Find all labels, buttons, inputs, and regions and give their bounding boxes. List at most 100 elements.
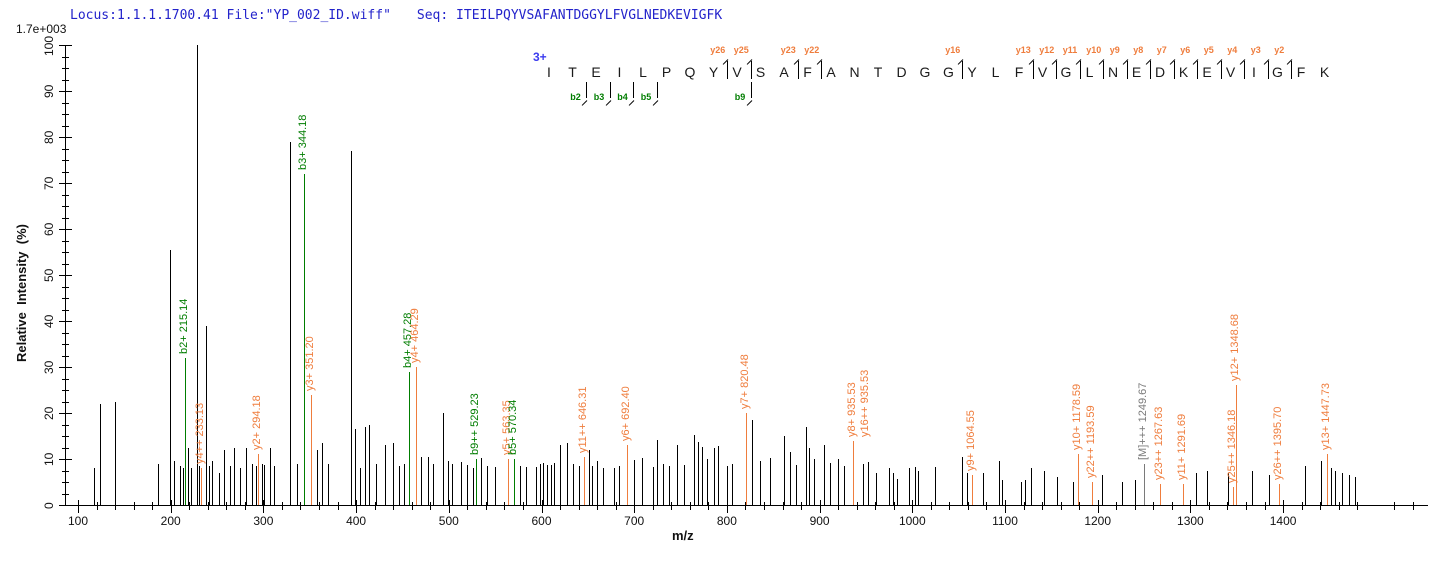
peak: [355, 429, 357, 505]
y-ion-label: y3: [1250, 45, 1261, 55]
peak: [662, 464, 664, 505]
peak: [843, 465, 845, 505]
precursor-charge-label: 3+: [533, 50, 547, 64]
header-line: Locus:1.1.1.1700.41 File:"YP_002_ID.wiff…: [70, 8, 722, 23]
y-cleavage-marker: [1244, 61, 1246, 79]
y-cleavage-marker: [821, 61, 823, 79]
peak: [230, 465, 232, 505]
y-minor-tick: [62, 252, 69, 253]
sequence-text: Seq: ITEILPQYVSAFANTDGGYLFVGLNEDKEVIGFK: [416, 8, 723, 23]
peak: [676, 445, 678, 505]
y-cleavage-marker: [1267, 61, 1269, 79]
peak: [420, 456, 422, 505]
x-minor-tick: [485, 502, 487, 510]
x-minor-tick: [522, 502, 524, 510]
residue: V: [1225, 64, 1236, 80]
y-ion-label: y25: [733, 45, 749, 55]
x-minor-tick: [689, 502, 691, 510]
peak: [93, 468, 95, 505]
peak: [157, 463, 159, 505]
peak: [495, 467, 497, 505]
x-tick-label: 300: [253, 514, 274, 528]
peak-label: b5+ 570.34: [507, 399, 519, 455]
peak: [1335, 470, 1336, 505]
x-minor-tick: [671, 502, 673, 510]
y-cleavage-marker: [1079, 61, 1081, 79]
residue: P: [661, 64, 672, 80]
residue: V: [732, 64, 742, 80]
y-cleavage-marker: [1291, 61, 1293, 79]
y-ion-label: y12: [1039, 45, 1055, 55]
peak-label: y4+ 464.29: [408, 308, 421, 363]
residue: E: [1202, 64, 1212, 80]
peak: [481, 457, 483, 505]
peak: [567, 442, 569, 505]
residue: F: [1014, 64, 1024, 80]
peak-label: b2+ 215.14: [177, 298, 190, 354]
y-major-tick: [59, 183, 72, 184]
peak: [1321, 461, 1323, 505]
peak: [1342, 472, 1344, 505]
y-ion-label: y6: [1180, 45, 1191, 55]
peak: [252, 463, 254, 505]
x-major-tick: [263, 500, 265, 513]
peak: [809, 447, 811, 505]
peak: [205, 325, 207, 505]
x-axis-line: [65, 505, 1428, 506]
x-minor-tick: [467, 502, 469, 510]
y-major-tick: [59, 505, 72, 506]
y-axis-title: Relative Intensity (%): [14, 224, 29, 362]
residue: V: [1037, 64, 1048, 80]
peak: [1043, 470, 1045, 505]
x-minor-tick: [152, 502, 154, 510]
x-minor-tick: [875, 502, 877, 510]
x-minor-tick: [1060, 502, 1062, 510]
x-tick-label: 200: [160, 514, 181, 528]
annotated-peak: [514, 459, 515, 505]
b-cleavage-marker: [633, 82, 635, 98]
y-minor-tick: [62, 447, 69, 449]
peak: [867, 462, 869, 505]
y-tick-label: 10: [42, 452, 56, 467]
peak: [218, 472, 220, 505]
x-major-tick: [541, 500, 543, 513]
peak: [1251, 470, 1253, 505]
peak: [717, 446, 719, 505]
residue: N: [1107, 64, 1119, 80]
x-major-tick: [634, 500, 636, 513]
peak: [934, 466, 936, 505]
y-tick-label: 40: [42, 314, 56, 329]
peak: [1056, 477, 1058, 505]
x-minor-tick: [207, 502, 209, 510]
peak: [1228, 472, 1230, 505]
x-minor-tick: [782, 502, 784, 510]
peak: [694, 435, 696, 505]
x-minor-tick: [1246, 502, 1248, 510]
y-minor-tick: [62, 493, 69, 495]
y-tick-label: 80: [42, 130, 56, 145]
y-minor-tick: [62, 171, 69, 173]
x-minor-tick: [1023, 502, 1025, 510]
y-cleavage-marker: [1150, 61, 1152, 79]
y-ion-label: y8: [1133, 45, 1144, 55]
b-cleavage-diagonal: [581, 100, 588, 106]
residue: S: [755, 64, 766, 80]
peak-label: y10+ 1178.59: [1070, 384, 1083, 451]
residue: T: [873, 64, 883, 80]
peak: [1207, 470, 1209, 505]
x-tick-label: 900: [809, 514, 830, 528]
peak: [707, 459, 709, 505]
y-cleavage-marker: [1220, 61, 1222, 79]
y-minor-tick: [62, 390, 69, 391]
residue: G: [1272, 64, 1283, 80]
peak: [174, 461, 176, 505]
x-minor-tick: [615, 502, 617, 510]
annotated-peak: [1233, 486, 1235, 505]
y-major-tick: [59, 137, 72, 138]
x-tick-label: 1100: [992, 514, 1018, 528]
x-minor-tick: [1042, 502, 1044, 510]
x-tick-label: 100: [67, 514, 89, 528]
peak: [398, 465, 400, 505]
peak: [169, 249, 171, 505]
peak: [428, 456, 430, 505]
